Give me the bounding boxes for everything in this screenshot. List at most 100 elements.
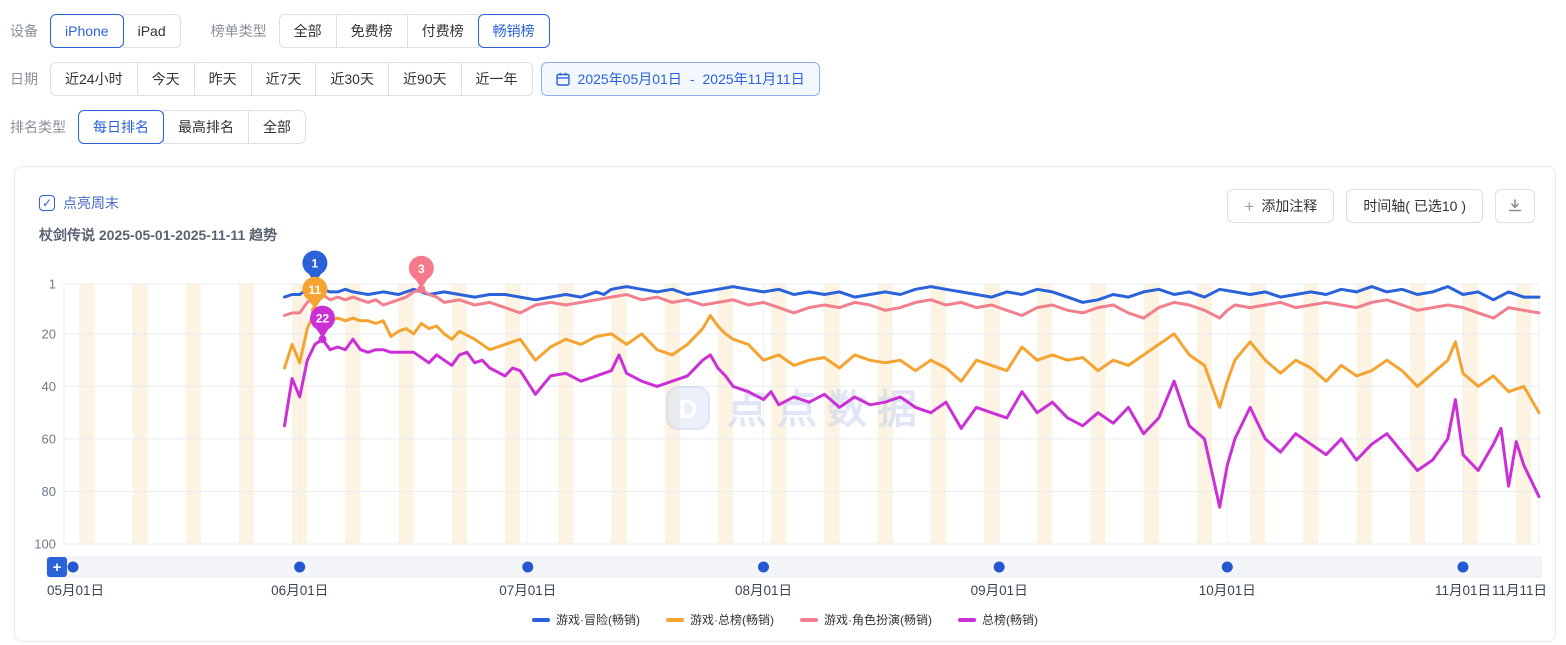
marker-pin-balloon [408,255,434,281]
date-range-start: 2025年05月01日 [577,71,682,87]
timeline-add-icon: + [53,559,62,576]
timeline-add-button-bg [47,557,67,577]
legend-item-3[interactable]: 游戏·角色扮演(畅销) [800,611,932,628]
device-option-2[interactable]: iPad [122,14,181,48]
date-option-7[interactable]: 近一年 [460,62,533,96]
marker-pin: 3 [408,255,434,294]
weekend-stripe [345,284,361,544]
weekend-stripe [79,284,95,544]
chart_type-option-1[interactable]: 全部 [278,14,337,48]
series-line [283,308,1541,415]
weekend-stripe [930,284,946,544]
x-axis-tick-label: 11月01日 [1435,583,1491,598]
chart_type-option-2[interactable]: 免费榜 [335,14,408,48]
timeline-dot[interactable] [1221,561,1233,573]
weekend-stripe [1356,284,1372,544]
timeline-button[interactable]: 时间轴( 已选10 ) [1346,189,1483,223]
rank_type-option-1[interactable]: 每日排名 [78,110,164,144]
rank-type-filter-row: 排名类型 每日排名 最高排名 全部 [10,110,306,144]
date-option-3[interactable]: 昨天 [193,62,252,96]
legend-item-4[interactable]: 总榜(畅销) [958,611,1038,628]
download-icon [1508,199,1522,212]
chart-type-segmented-control: 全部 免费榜 付费榜 畅销榜 [278,14,550,48]
legend-item-1[interactable]: 游戏·冒险(畅销) [532,611,640,628]
timeline-dot[interactable] [757,561,769,573]
date-filter-row: 日期 近24小时 今天 昨天 近7天 近30天 近90天 近一年 2025年05月01日 -… [10,62,820,96]
marker-pin-balloon [302,276,328,302]
chart-legend: 游戏·冒险(畅销) 游戏·总榜(畅销) 游戏·角色扮演(畅销) 总榜(畅销) [15,611,1555,628]
date-option-5[interactable]: 近30天 [315,62,389,96]
weekend-stripe [611,284,627,544]
timeline-add-button[interactable]: + [47,557,67,577]
device-option-1[interactable]: iPhone [50,14,124,48]
chart_type-option-4[interactable]: 畅销榜 [477,14,550,48]
rank-type-label: 排名类型 [10,119,66,135]
date-option-6[interactable]: 近90天 [387,62,462,96]
add-annotation-button[interactable]: + 添加注释 [1227,189,1335,223]
trend-chart-panel: ✓ 点亮周末 杖剑传说 2025-05-01-2025-11-11 趋势 + 添… [14,166,1556,642]
weekend-stripe [398,284,414,544]
legend-label: 游戏·角色扮演(畅销) [824,613,932,627]
rank_type-option-2[interactable]: 最高排名 [163,110,249,144]
legend-mark [532,617,550,622]
chart-title: 杖剑传说 2025-05-01-2025-11-11 趋势 [39,227,278,243]
device-label: 设备 [10,23,38,39]
watermark-logo-letter: D [679,394,698,424]
timeline-dot[interactable] [294,561,306,573]
plus-icon: + [1244,196,1255,216]
chart-toolbar: + 添加注释 时间轴( 已选10 ) [1227,189,1535,223]
date-option-4[interactable]: 近7天 [250,62,317,96]
checkbox-check-icon: ✓ [39,195,55,211]
highlight-weekend-label: 点亮周末 [63,195,119,211]
weekend-stripe [1250,284,1266,544]
date-range-picker[interactable]: 2025年05月01日 - 2025年11月11日 [540,62,820,96]
date-option-2[interactable]: 今天 [136,62,195,96]
marker-pin-label: 1 [312,257,319,271]
weekend-stripe [1516,284,1532,544]
legend-item-2[interactable]: 游戏·总榜(畅销) [666,611,774,628]
timeline-slider-track[interactable] [46,556,1542,578]
series-line [283,337,1541,509]
highlight-weekend-checkbox[interactable]: ✓ 点亮周末 [39,193,119,213]
timeline-dot[interactable] [67,561,79,573]
timeline-dot[interactable] [522,561,534,573]
x-axis-tick-label: 05月01日 [47,583,104,598]
timeline-dot[interactable] [993,561,1005,573]
device-filter-row: 设备 iPhone iPad 榜单类型 全部 免费榜 付费榜 畅销榜 [10,14,550,48]
watermark: D 点点数据 [666,386,917,432]
date-option-1[interactable]: 近24小时 [50,62,138,96]
y-axis-tick-label: 20 [42,326,56,341]
y-axis-tick-label: 100 [34,537,56,552]
chart-type-label: 榜单类型 [210,23,267,39]
marker-pin-balloon [310,305,336,331]
y-axis-tick-label: 1 [49,277,56,292]
weekend-stripe [877,284,893,544]
weekend-stripe [771,284,787,544]
weekend-stripe [1037,284,1053,544]
add-annotation-label: 添加注释 [1261,198,1318,214]
watermark-logo [666,386,710,430]
legend-mark [800,617,818,622]
device-segmented-control: iPhone iPad [50,14,181,48]
marker-pin-label: 11 [309,283,322,297]
legend-mark [666,617,684,622]
weekend-stripe [824,284,840,544]
x-axis-tick-label: 09月01日 [971,583,1028,598]
weekend-stripe [504,284,521,544]
marker-pin-label: 22 [316,312,330,326]
y-axis-tick-label: 40 [42,379,56,394]
date-range-separator: - [689,71,695,87]
series-line [283,282,1541,304]
x-axis-tick-label: 10月01日 [1199,583,1256,598]
rank_type-option-3[interactable]: 全部 [248,110,306,144]
timeline-dot[interactable] [1457,561,1469,573]
chart_type-option-3[interactable]: 付费榜 [406,14,479,48]
x-axis-tick-label: 08月01日 [735,583,792,598]
download-button[interactable] [1495,189,1535,223]
legend-label: 总榜(畅销) [982,613,1038,627]
date-label: 日期 [10,71,38,87]
date-range-end: 2025年11月11日 [702,71,805,87]
x-axis-tick-label: 07月01日 [499,583,556,598]
legend-label: 游戏·总榜(畅销) [690,613,774,627]
